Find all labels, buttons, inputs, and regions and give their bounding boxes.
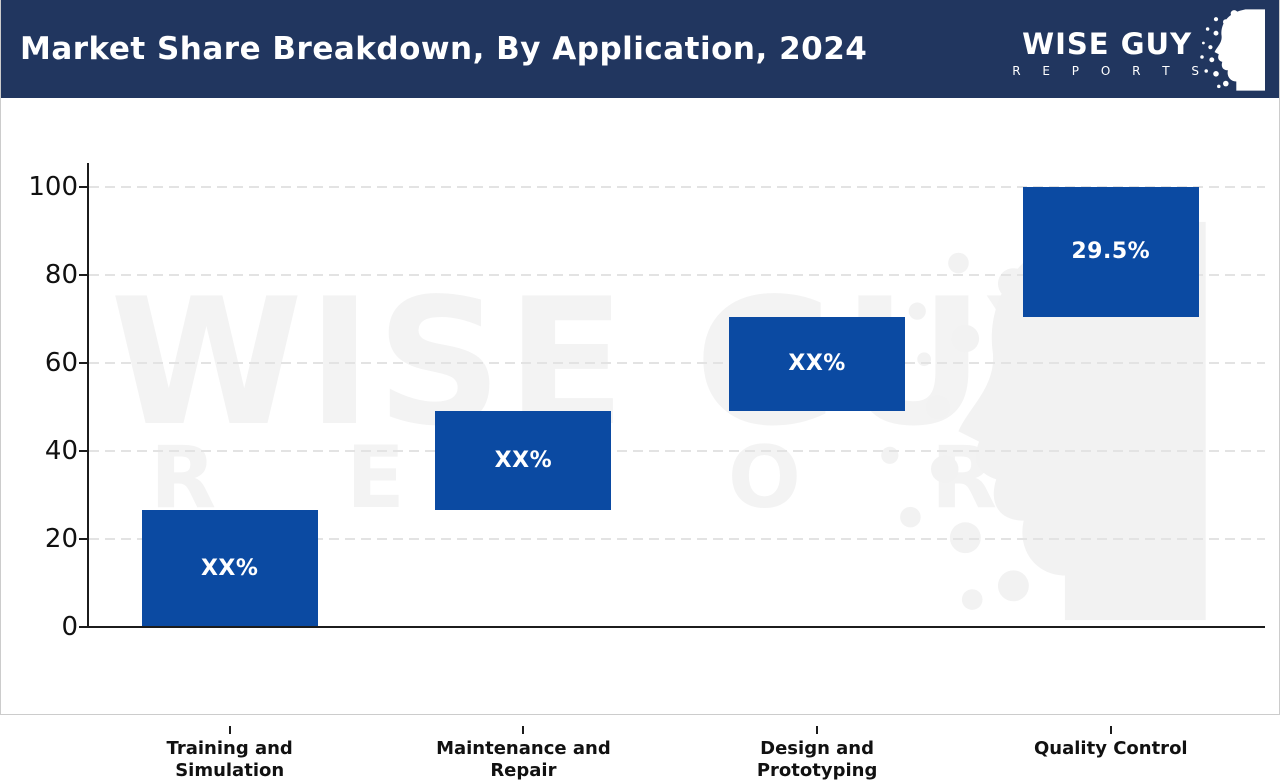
x-tick-mark: [816, 726, 819, 734]
y-tick-mark: [79, 537, 87, 540]
wiseguy-face-icon: [1200, 9, 1265, 91]
y-axis-spine: [87, 163, 89, 628]
x-category-label-line: Design and: [760, 738, 875, 759]
x-tick-mark: [1109, 726, 1112, 734]
bar-value-label: XX%: [200, 555, 259, 581]
x-category-label: Quality Control: [981, 738, 1241, 760]
wiseguy-logo-text: WISE GUY R E P O R T S: [1006, 27, 1208, 78]
header-bar: Market Share Breakdown, By Application, …: [0, 0, 1280, 98]
bar-value-label: XX%: [788, 351, 846, 377]
chart-bar: XX%: [729, 316, 906, 412]
wiseguy-logo: WISE GUY R E P O R T S: [1006, 8, 1266, 92]
y-tick-label: 40: [44, 435, 78, 466]
x-category-label-line: Simulation: [175, 760, 285, 781]
chart-bar: 29.5%: [1022, 187, 1199, 317]
gridline: [89, 273, 1265, 276]
y-tick-mark: [79, 186, 87, 188]
chart-bar: XX%: [435, 411, 612, 511]
y-tick-label: 60: [44, 347, 78, 378]
y-tick-label: 80: [44, 259, 78, 290]
gridline: [89, 361, 1265, 364]
bar-value-label: 29.5%: [1071, 239, 1151, 265]
x-axis-spine: [87, 626, 1265, 628]
y-tick-label: 100: [28, 172, 78, 202]
x-category-label: Maintenance and Repair: [393, 738, 653, 782]
logo-wordmark: WISE GUY: [1022, 26, 1193, 61]
gridline: [89, 537, 1265, 540]
x-category-label-line: Repair: [490, 760, 557, 781]
y-tick-mark: [79, 449, 87, 452]
gridline: [89, 449, 1265, 452]
y-tick-mark: [79, 625, 87, 628]
x-category-label-line: Training and: [166, 738, 293, 759]
y-tick-label: 0: [61, 611, 78, 642]
bar-value-label: XX%: [494, 448, 553, 474]
chart-bar: XX%: [141, 510, 318, 627]
x-category-label-line: Quality Control: [1033, 738, 1188, 759]
y-tick-label: 20: [44, 523, 78, 554]
y-tick-mark: [79, 361, 87, 364]
gridline: [89, 186, 1265, 188]
x-category-label-line: Prototyping: [756, 760, 878, 781]
watermark-face-icon: [881, 221, 1206, 621]
x-category-label: Training and Simulation: [100, 738, 360, 782]
logo-subtitle: R E P O R T S: [1012, 63, 1208, 78]
y-tick-mark: [79, 273, 87, 276]
x-tick-mark: [522, 726, 525, 734]
x-tick-mark: [228, 726, 231, 734]
page-title: Market Share Breakdown, By Application, …: [20, 31, 868, 67]
x-category-label: Design and Prototyping: [687, 738, 947, 782]
x-category-label-line: Maintenance and: [436, 738, 611, 759]
